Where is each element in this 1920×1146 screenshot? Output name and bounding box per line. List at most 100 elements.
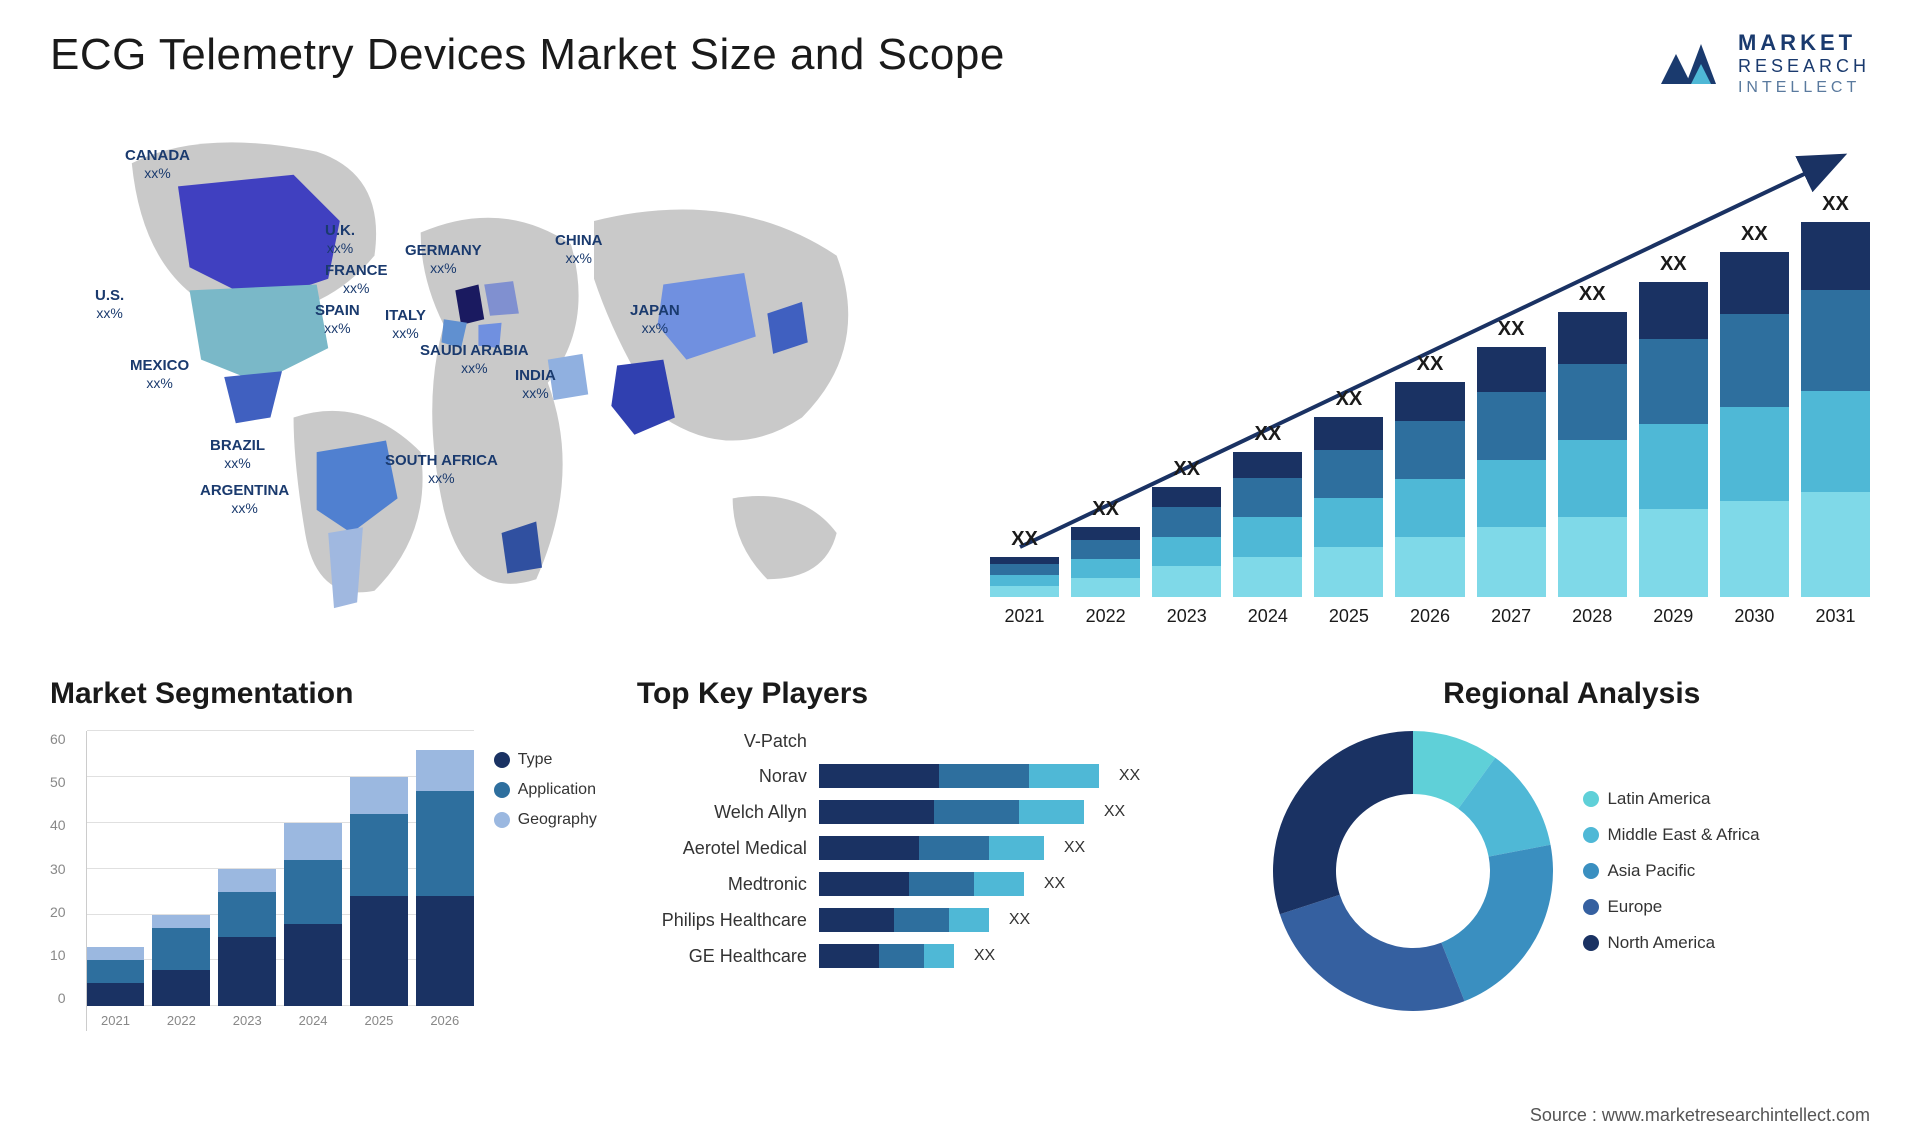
seg-bar-segment xyxy=(218,892,276,938)
legend-dot xyxy=(1583,863,1599,879)
legend-dot xyxy=(494,752,510,768)
growth-year-label: 2025 xyxy=(1329,606,1369,627)
growth-bar-column: XX2021 xyxy=(990,528,1059,597)
player-bar-segment xyxy=(894,908,949,932)
player-bar-segment xyxy=(989,836,1044,860)
seg-bar-column: 2025 xyxy=(350,731,408,1006)
growth-bar-segment xyxy=(1152,537,1221,567)
player-bar-segment xyxy=(909,872,974,896)
legend-label: Europe xyxy=(1607,897,1662,917)
seg-bar-segment xyxy=(152,970,210,1007)
legend-item: North America xyxy=(1583,933,1759,953)
player-value: XX xyxy=(974,947,995,965)
player-value: XX xyxy=(1009,911,1030,929)
growth-year-label: 2026 xyxy=(1410,606,1450,627)
seg-bar-column: 2022 xyxy=(152,731,210,1006)
map-country xyxy=(611,360,675,435)
player-bar-segment xyxy=(974,872,1024,896)
player-row: V-Patch xyxy=(637,731,1234,752)
growth-bar-segment xyxy=(1639,424,1708,509)
player-row: Aerotel MedicalXX xyxy=(637,836,1234,860)
map-label: MEXICOxx% xyxy=(130,357,189,392)
growth-bar-segment xyxy=(1558,440,1627,517)
player-bar-segment xyxy=(819,764,939,788)
player-bar-segment xyxy=(819,836,919,860)
growth-bar-segment xyxy=(1395,479,1464,537)
player-bar xyxy=(819,908,989,932)
growth-bar-segment xyxy=(1639,339,1708,424)
growth-bar-column: XX2029 xyxy=(1639,253,1708,597)
growth-bar-segment xyxy=(1801,290,1870,391)
player-name: V-Patch xyxy=(637,731,807,752)
map-country xyxy=(224,371,282,423)
player-bar-segment xyxy=(919,836,989,860)
seg-bar-column: 2024 xyxy=(284,731,342,1006)
legend-item: Middle East & Africa xyxy=(1583,825,1759,845)
seg-ytick: 40 xyxy=(50,817,66,833)
player-bar-segment xyxy=(1019,800,1084,824)
map-country xyxy=(328,527,363,608)
growth-bar-segment xyxy=(990,564,1059,575)
growth-bar-column: XX2027 xyxy=(1477,318,1546,597)
growth-bar-segment xyxy=(1477,392,1546,460)
growth-bar-label: XX xyxy=(1011,528,1038,551)
player-bar-segment xyxy=(934,800,1019,824)
seg-bar xyxy=(87,947,145,1007)
growth-bar-segment xyxy=(1639,509,1708,597)
seg-legend: TypeApplicationGeography xyxy=(494,731,597,1031)
seg-bar-segment xyxy=(87,947,145,961)
player-bar-segment xyxy=(924,944,954,968)
player-bar xyxy=(819,872,1024,896)
growth-bar-segment xyxy=(1558,312,1627,363)
player-bar xyxy=(819,800,1084,824)
growth-year-label: 2022 xyxy=(1086,606,1126,627)
seg-bar-segment xyxy=(284,823,342,860)
bottom-row: Market Segmentation 6050403020100 202120… xyxy=(50,677,1870,1031)
legend-label: North America xyxy=(1607,933,1715,953)
legend-dot xyxy=(494,812,510,828)
growth-bar-segment xyxy=(1720,314,1789,407)
seg-bar-segment xyxy=(350,896,408,1006)
map-label: GERMANYxx% xyxy=(405,242,482,277)
player-value: XX xyxy=(1064,839,1085,857)
growth-bar-segment xyxy=(1558,517,1627,597)
player-name: GE Healthcare xyxy=(637,946,807,967)
player-bar xyxy=(819,944,954,968)
player-name: Welch Allyn xyxy=(637,802,807,823)
segmentation-chart: 6050403020100 202120222023202420252026 T… xyxy=(50,731,597,1031)
growth-bar-segment xyxy=(1477,460,1546,528)
growth-bar-segment xyxy=(990,557,1059,564)
growth-bar-column: XX2031 xyxy=(1801,193,1870,597)
growth-bar xyxy=(1720,252,1789,597)
growth-bar-segment xyxy=(1071,578,1140,598)
growth-bar-segment xyxy=(1314,450,1383,499)
seg-bar-column: 2021 xyxy=(87,731,145,1006)
growth-bar-label: XX xyxy=(1579,283,1606,306)
player-bar-segment xyxy=(949,908,989,932)
growth-bar-segment xyxy=(1233,557,1302,598)
growth-bar-segment xyxy=(1071,527,1140,540)
growth-year-label: 2029 xyxy=(1653,606,1693,627)
player-value: XX xyxy=(1104,803,1125,821)
logo: MARKET RESEARCH INTELLECT xyxy=(1656,30,1870,97)
player-row: MedtronicXX xyxy=(637,872,1234,896)
growth-bar-segment xyxy=(1314,547,1383,597)
logo-icon xyxy=(1656,34,1726,94)
growth-bar xyxy=(1233,452,1302,597)
growth-bar xyxy=(990,557,1059,597)
growth-bar-column: XX2030 xyxy=(1720,223,1789,597)
seg-ytick: 0 xyxy=(50,990,66,1006)
player-bar-segment xyxy=(819,908,894,932)
growth-bar-segment xyxy=(1720,407,1789,500)
regional-section: Regional Analysis Latin AmericaMiddle Ea… xyxy=(1273,677,1870,1031)
growth-year-label: 2031 xyxy=(1815,606,1855,627)
logo-line1: MARKET xyxy=(1738,30,1870,56)
seg-bar-segment xyxy=(87,983,145,1006)
seg-year-label: 2021 xyxy=(101,1013,130,1028)
growth-bar-column: XX2025 xyxy=(1314,388,1383,597)
seg-bar-column: 2023 xyxy=(218,731,276,1006)
logo-line2: RESEARCH xyxy=(1738,56,1870,78)
player-row: Philips HealthcareXX xyxy=(637,908,1234,932)
logo-line3: INTELLECT xyxy=(1738,78,1870,97)
legend-dot xyxy=(1583,791,1599,807)
